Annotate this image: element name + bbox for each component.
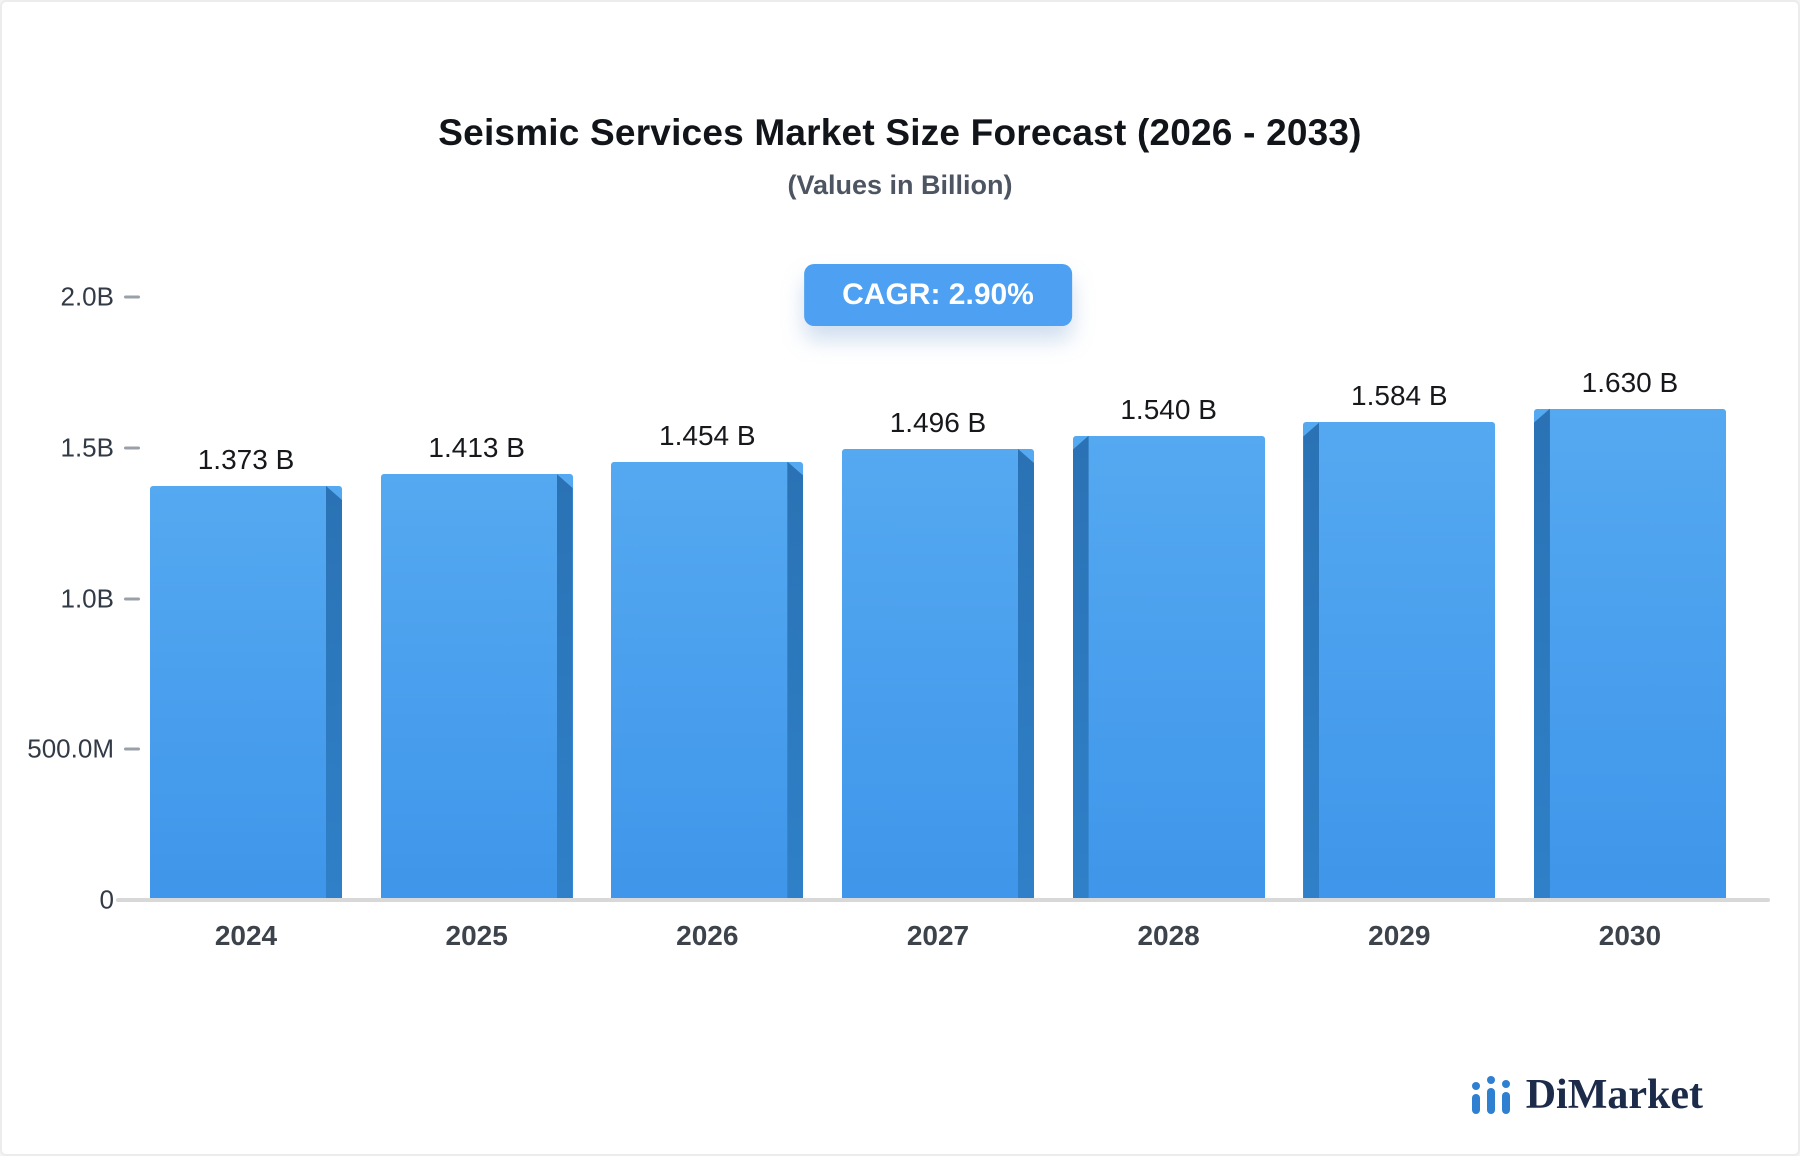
chart-subtitle: (Values in Billion) [787,170,1013,200]
bar-group: 1.496 B [841,297,1034,900]
bar-side-face [556,473,573,900]
y-tick: 1.0B [60,583,140,614]
x-tick-label: 2027 [906,920,970,951]
bar-side-face [1072,435,1089,900]
bar[interactable] [841,448,1034,900]
bar[interactable] [1533,408,1726,900]
bar-value-label: 1.540 B [1120,393,1217,425]
bar-group: 1.413 B [380,297,573,900]
bar-value-label: 1.496 B [889,406,987,438]
x-tick-label: 2029 [1368,920,1431,951]
bar-group: 1.454 B [611,297,804,900]
y-tick: 500.0M [27,734,140,765]
y-tick-mark [124,747,140,751]
y-tick: 2.0B [60,281,140,313]
bar[interactable] [611,461,804,900]
y-tick-label: 1.0B [60,583,115,613]
y-axis: 2.0B 1.5B 1.0B 500.0M 0 [2,282,140,915]
bar-group: 1.373 B [150,297,342,900]
x-tick-label: 2026 [676,920,739,951]
bar-side-face [1017,448,1034,900]
y-tick-label: 1.5B [60,432,115,463]
y-tick-label: 500.0M [27,733,114,764]
y-tick-label: 0 [99,884,114,915]
bar-side-face [1303,422,1320,900]
bar-chart-icon [1471,1076,1510,1114]
cagr-badge: CAGR: 2.90% [804,264,1072,326]
y-tick-mark [124,597,140,600]
bar-value-label: 1.454 B [659,419,756,451]
bar[interactable] [1072,435,1265,900]
bar-value-label: 1.413 B [428,431,525,463]
x-tick-label: 2025 [445,920,508,951]
y-tick-mark [124,446,140,450]
bar-value-label: 1.630 B [1581,366,1679,398]
bar-group: 1.540 B [1072,297,1265,900]
bar-side-face [787,461,804,900]
bar-group: 1.630 B [1533,297,1726,900]
x-axis-line [116,898,1770,902]
y-tick: 1.5B [60,432,140,463]
bar-value-label: 1.373 B [197,444,295,476]
x-tick-label: 2024 [214,920,278,951]
bar-group: 1.584 B [1303,297,1496,900]
bar[interactable] [150,486,342,900]
x-axis: 2024 2025 2026 2027 2028 2029 2030 [150,920,1726,952]
brand-logo: DiMarket [1468,1070,1703,1116]
brand-name: DiMarket [1525,1072,1703,1118]
bar-side-face [1533,408,1550,900]
x-tick-label: 2028 [1137,920,1200,951]
bar-side-face [326,486,342,900]
x-tick-label: 2030 [1598,920,1662,951]
y-tick-mark [124,295,140,299]
chart-title: Seismic Services Market Size Forecast (2… [438,112,1362,153]
plot-area: 1.373 B 1.413 B 1.454 B 1.496 B 1.540 B 1.584… [150,297,1726,900]
bar[interactable] [380,473,573,900]
y-tick-label: 2.0B [60,281,115,312]
bar[interactable] [1303,422,1496,900]
bar-value-label: 1.584 B [1351,380,1448,412]
